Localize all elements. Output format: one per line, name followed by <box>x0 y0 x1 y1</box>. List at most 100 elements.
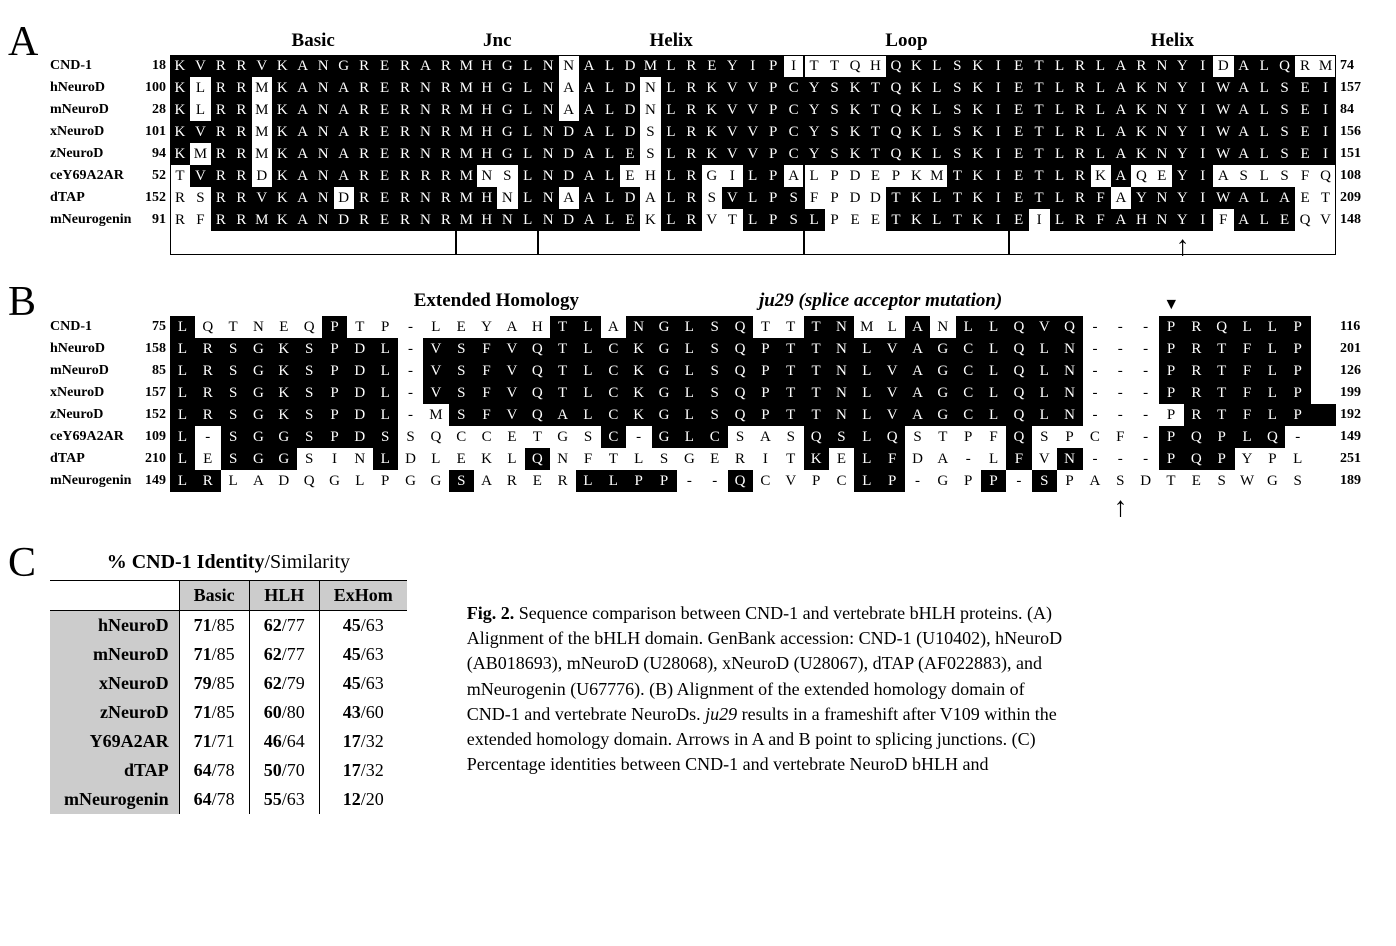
residue-cell: K <box>845 121 865 143</box>
residue-cell: I <box>1316 77 1336 99</box>
residue-cell: G <box>652 360 677 382</box>
residue-cell: T <box>550 338 575 360</box>
residue-cell: N <box>313 55 333 77</box>
residue-cell: I <box>1193 187 1213 209</box>
residue-cell: L <box>373 382 398 404</box>
residue-cell: H <box>525 316 550 338</box>
residue-cell: E <box>195 448 220 470</box>
residue-cell: T <box>1209 404 1234 426</box>
residue-cell: L <box>1050 143 1070 165</box>
residue-cell: L <box>576 404 601 426</box>
residue-cell: L <box>1285 448 1310 470</box>
residue-cell: P <box>322 404 347 426</box>
residue-cell: D <box>271 470 296 492</box>
residue-cell: C <box>956 404 981 426</box>
residue-cell: K <box>845 77 865 99</box>
residue-cell: T <box>778 360 803 382</box>
residue-cell: L <box>1260 338 1285 360</box>
residue-cell: K <box>272 165 292 187</box>
residue-cell: Q <box>525 382 550 404</box>
residue-cell: S <box>1275 99 1295 121</box>
alignment-row: dTAP210LESGGSINLDLEKLQNFTLSGERITKELFDA-L… <box>50 448 1366 470</box>
residue-cell: L <box>600 165 620 187</box>
residue-cell: L <box>927 209 947 231</box>
residue-cell: L <box>600 121 620 143</box>
residue-cell: N <box>538 77 558 99</box>
residue-cell: R <box>354 209 374 231</box>
residue-cell: T <box>930 426 955 448</box>
residue-cell: F <box>1235 338 1260 360</box>
table-cell: 55/63 <box>249 785 319 814</box>
residue-cell: L <box>170 426 195 448</box>
residue-cell: N <box>640 99 660 121</box>
residue-cell: R <box>1070 55 1090 77</box>
residue-cell: N <box>1057 360 1082 382</box>
residue-cell: P <box>763 165 783 187</box>
residue-cell: Q <box>886 121 906 143</box>
residue-cell: E <box>866 209 886 231</box>
residue-cell: R <box>195 360 220 382</box>
sequence-name: zNeuroD <box>50 146 140 162</box>
sequence-start: 157 <box>140 385 170 401</box>
residue-cell: Q <box>728 470 753 492</box>
residue-cell: P <box>956 426 981 448</box>
residue-cell: Q <box>423 426 448 448</box>
residue-cell: I <box>1193 77 1213 99</box>
residue-cell: S <box>297 338 322 360</box>
residue-cell: P <box>825 187 845 209</box>
residue-cell: T <box>1159 470 1184 492</box>
residue-cell: Q <box>1316 165 1336 187</box>
residue-cell: L <box>981 404 1006 426</box>
residue-cell: A <box>293 165 313 187</box>
residue-cell: K <box>702 143 722 165</box>
residue-cell: P <box>1209 426 1234 448</box>
sequence-name: dTAP <box>50 190 140 206</box>
residue-cell: V <box>722 121 742 143</box>
residue-cell: N <box>538 121 558 143</box>
residue-cell: R <box>195 338 220 360</box>
residue-cell: P <box>1285 404 1310 426</box>
residue-cell: M <box>423 404 448 426</box>
residue-cell <box>1311 470 1336 492</box>
residue-cell: Q <box>804 426 829 448</box>
residue-cell: L <box>1254 77 1274 99</box>
residue-cell: C <box>601 360 626 382</box>
residue-cell: K <box>968 121 988 143</box>
residue-cell: N <box>347 448 372 470</box>
residue-cell: L <box>170 360 195 382</box>
residue-cell: Q <box>1209 316 1234 338</box>
residue-cell: V <box>880 404 905 426</box>
residue-cell: G <box>930 470 955 492</box>
residue-cell: E <box>620 143 640 165</box>
sequence-end: 251 <box>1336 451 1366 467</box>
residue-cell: N <box>829 316 854 338</box>
residue-cell: K <box>474 448 499 470</box>
residue-cell: A <box>293 209 313 231</box>
residue-cell: G <box>246 360 271 382</box>
residue-cell: S <box>1275 143 1295 165</box>
residue-cell: L <box>661 187 681 209</box>
residue-cell: T <box>170 165 190 187</box>
sequence-end: 116 <box>1336 319 1366 335</box>
residue-cell: Q <box>1184 426 1209 448</box>
residue-cell: P <box>753 360 778 382</box>
residue-cell: E <box>1009 187 1029 209</box>
residue-cell: M <box>456 121 476 143</box>
residue-cell: P <box>1285 338 1310 360</box>
residue-cell: R <box>195 470 220 492</box>
residue-cell: G <box>497 99 517 121</box>
residue-cell: L <box>518 99 538 121</box>
residue-cell: N <box>313 121 333 143</box>
residue-cell: Q <box>728 382 753 404</box>
residue-cell: I <box>988 99 1008 121</box>
sequence-end: 149 <box>1336 429 1366 445</box>
residue-cell <box>1311 448 1336 470</box>
residue-cell: A <box>1234 187 1254 209</box>
table-row-header: xNeuroD <box>50 669 179 698</box>
alignment-row: ceY69A2AR52TVRRDKANARERRRMNSLNDALEHLRGIL… <box>50 165 1366 187</box>
table-row: dTAP64/7850/7017/32 <box>50 756 407 785</box>
residue-cell: G <box>652 338 677 360</box>
residue-cell: Q <box>886 99 906 121</box>
residue-cell: L <box>677 316 702 338</box>
residue-cell: C <box>753 470 778 492</box>
